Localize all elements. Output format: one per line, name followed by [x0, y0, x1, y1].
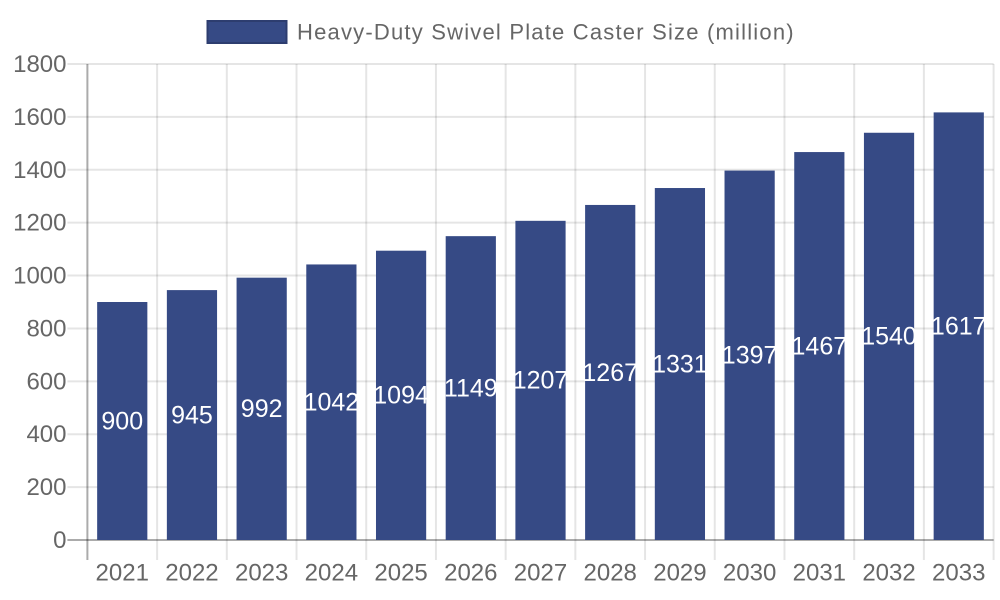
svg-text:2031: 2031 — [793, 560, 846, 587]
svg-text:800: 800 — [26, 315, 66, 342]
svg-text:1207: 1207 — [513, 367, 569, 395]
svg-text:0: 0 — [53, 527, 66, 554]
svg-text:945: 945 — [171, 401, 213, 429]
svg-text:1617: 1617 — [931, 312, 987, 340]
svg-text:2023: 2023 — [235, 560, 288, 587]
svg-text:2032: 2032 — [862, 560, 915, 587]
svg-text:1042: 1042 — [304, 389, 360, 417]
svg-text:2024: 2024 — [305, 560, 358, 587]
svg-text:2027: 2027 — [514, 560, 567, 587]
svg-text:1540: 1540 — [861, 323, 917, 351]
svg-text:900: 900 — [101, 407, 143, 435]
svg-text:2026: 2026 — [444, 560, 497, 587]
svg-text:600: 600 — [26, 368, 66, 395]
svg-text:2022: 2022 — [165, 560, 218, 587]
svg-text:2033: 2033 — [932, 560, 985, 587]
svg-text:2021: 2021 — [96, 560, 149, 587]
svg-text:200: 200 — [26, 474, 66, 501]
svg-text:1467: 1467 — [792, 332, 848, 360]
svg-text:1267: 1267 — [582, 359, 638, 387]
svg-text:2030: 2030 — [723, 560, 776, 587]
svg-text:992: 992 — [241, 395, 283, 423]
svg-text:2029: 2029 — [653, 560, 706, 587]
svg-text:1600: 1600 — [13, 104, 66, 131]
svg-text:1331: 1331 — [652, 350, 708, 378]
svg-text:1397: 1397 — [722, 342, 778, 370]
svg-text:1000: 1000 — [13, 263, 66, 290]
svg-text:2028: 2028 — [584, 560, 637, 587]
svg-text:1400: 1400 — [13, 157, 66, 184]
svg-text:Heavy-Duty Swivel Plate Caster: Heavy-Duty Swivel Plate Caster Size (mil… — [297, 20, 795, 45]
svg-text:400: 400 — [26, 421, 66, 448]
svg-text:1149: 1149 — [444, 374, 498, 402]
svg-text:2025: 2025 — [374, 560, 427, 587]
svg-text:1800: 1800 — [13, 51, 66, 78]
svg-text:1094: 1094 — [373, 382, 429, 410]
svg-text:1200: 1200 — [13, 210, 66, 237]
